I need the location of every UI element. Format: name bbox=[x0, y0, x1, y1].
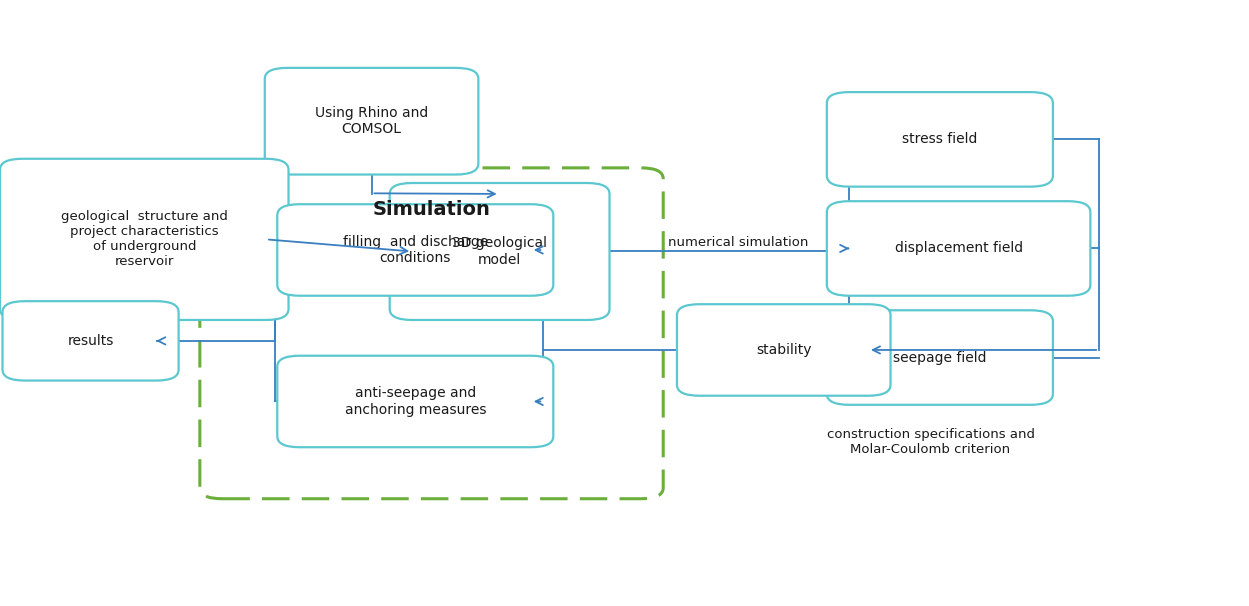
Text: numerical simulation: numerical simulation bbox=[668, 236, 808, 249]
Text: Using Rhino and
COMSOL: Using Rhino and COMSOL bbox=[315, 106, 428, 136]
Text: 3D geological
model: 3D geological model bbox=[452, 236, 547, 267]
Text: displacement field: displacement field bbox=[894, 241, 1023, 256]
Text: construction specifications and
Molar-Coulomb criterion: construction specifications and Molar-Co… bbox=[827, 428, 1034, 456]
Text: Simulation: Simulation bbox=[372, 199, 491, 219]
FancyBboxPatch shape bbox=[277, 356, 553, 447]
Text: stress field: stress field bbox=[902, 132, 978, 147]
FancyBboxPatch shape bbox=[277, 204, 553, 296]
Text: anti-seepage and
anchoring measures: anti-seepage and anchoring measures bbox=[345, 387, 486, 416]
FancyBboxPatch shape bbox=[265, 68, 478, 175]
FancyBboxPatch shape bbox=[827, 92, 1053, 187]
FancyBboxPatch shape bbox=[677, 304, 891, 396]
Text: seepage field: seepage field bbox=[893, 350, 987, 365]
FancyBboxPatch shape bbox=[2, 301, 179, 381]
FancyBboxPatch shape bbox=[827, 310, 1053, 405]
FancyBboxPatch shape bbox=[827, 201, 1090, 296]
Text: geological  structure and
project characteristics
of underground
reservoir: geological structure and project charact… bbox=[61, 210, 227, 268]
Text: stability: stability bbox=[756, 343, 812, 357]
FancyBboxPatch shape bbox=[390, 183, 610, 320]
Text: filling  and discharge
conditions: filling and discharge conditions bbox=[342, 235, 488, 265]
Text: results: results bbox=[67, 334, 114, 348]
FancyBboxPatch shape bbox=[0, 159, 289, 320]
